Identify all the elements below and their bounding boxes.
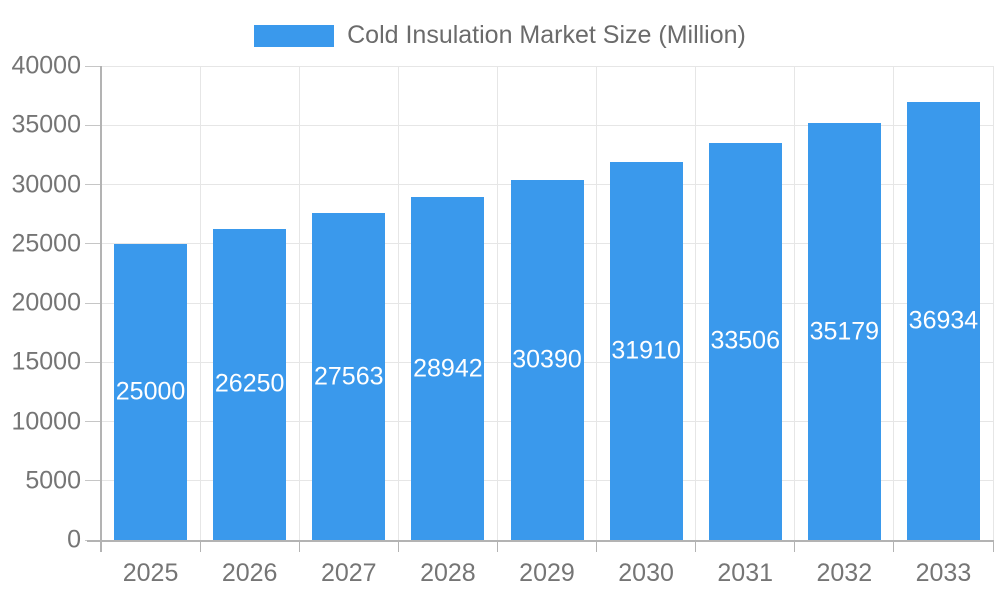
y-axis-tick-label: 5000 <box>25 466 81 495</box>
bar-2025[interactable] <box>114 243 188 540</box>
x-axis-tick <box>298 540 300 552</box>
x-axis-tick-label: 2032 <box>816 559 873 587</box>
y-axis-tick-label: 10000 <box>11 407 81 435</box>
bar-2027[interactable] <box>312 213 386 540</box>
x-axis-tick-label: 2031 <box>717 559 774 587</box>
gridline-vertical <box>992 66 994 540</box>
x-axis-tick <box>397 540 399 552</box>
legend-label: Cold Insulation Market Size (Million) <box>347 21 746 49</box>
x-axis-tick-label: 2026 <box>221 559 278 587</box>
gridline-vertical <box>893 66 895 540</box>
chart-legend: Cold Insulation Market Size (Million) <box>0 21 1000 50</box>
y-axis-line <box>100 66 102 552</box>
x-axis-tick <box>794 540 796 552</box>
x-axis-tick <box>199 540 201 552</box>
bar-2030[interactable] <box>609 161 683 540</box>
x-axis-tick <box>992 540 994 552</box>
x-axis-tick-label: 2033 <box>915 559 972 587</box>
y-axis-tick <box>85 302 100 304</box>
bar-2029[interactable] <box>510 179 584 540</box>
gridline-horizontal <box>101 65 993 67</box>
x-axis-tick-label: 2029 <box>519 559 575 587</box>
bar-2033[interactable] <box>906 102 980 540</box>
x-axis-tick-label: 2028 <box>420 559 476 587</box>
y-axis-tick-label: 20000 <box>11 288 81 317</box>
bar-2028[interactable] <box>411 197 485 540</box>
legend-swatch <box>254 24 335 47</box>
y-axis-tick <box>85 243 100 245</box>
y-axis-tick <box>85 421 100 422</box>
x-axis-tick <box>893 540 895 552</box>
y-axis-tick-label: 15000 <box>11 347 81 376</box>
bar-2026[interactable] <box>213 228 287 540</box>
x-axis-tick-label: 2025 <box>122 559 179 587</box>
y-axis-tick <box>85 124 100 126</box>
y-axis-tick <box>85 361 100 363</box>
gridline-horizontal <box>101 124 993 126</box>
legend-item[interactable]: Cold Insulation Market Size (Million) <box>254 21 746 50</box>
x-axis-tick-label: 2027 <box>320 559 377 587</box>
x-axis-tick <box>695 540 697 552</box>
gridline-vertical <box>794 66 796 540</box>
gridline-vertical <box>397 66 399 540</box>
bar-2032[interactable] <box>807 123 881 540</box>
y-axis-tick-label: 25000 <box>11 229 81 258</box>
y-axis-tick-label: 35000 <box>11 110 81 139</box>
x-axis-tick-label: 2030 <box>618 559 674 587</box>
y-axis-tick <box>85 184 100 185</box>
y-axis-tick <box>85 480 100 482</box>
gridline-vertical <box>596 66 598 540</box>
y-axis-tick-label: 40000 <box>11 51 81 80</box>
gridline-vertical <box>695 66 697 540</box>
gridline-vertical <box>298 66 300 540</box>
gridline-vertical <box>496 66 498 540</box>
gridline-vertical <box>199 66 201 540</box>
bar-2031[interactable] <box>708 142 782 540</box>
y-axis-tick-label: 0 <box>67 525 81 554</box>
y-axis-tick-label: 30000 <box>11 170 81 198</box>
y-axis-tick <box>85 65 100 67</box>
x-axis-tick <box>596 540 598 552</box>
x-axis-tick <box>496 540 498 552</box>
plot-area: 0 5000 10000 15000 20000 25000 30000 35000 40000… <box>11 53 994 586</box>
x-axis-line <box>87 540 993 542</box>
